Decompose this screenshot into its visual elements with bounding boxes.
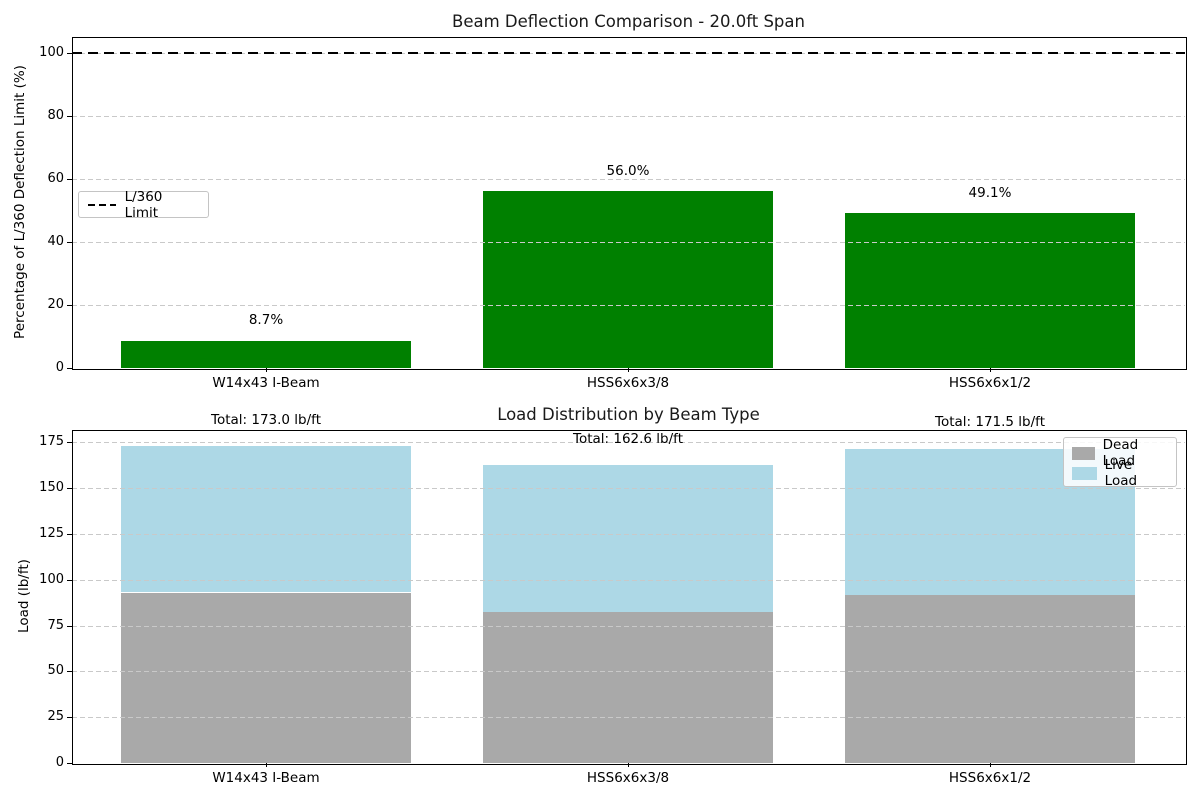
x-category-label-hss6x6x3-8: HSS6x6x3/8 [586, 770, 670, 786]
deflection-value-label: 8.7% [248, 311, 284, 328]
total-load-label: Total: 162.6 lb/ft [573, 430, 683, 447]
y-tick-mark [67, 625, 72, 627]
y-gridline [72, 533, 1185, 535]
y-tick-label: 80 [47, 107, 64, 123]
y-tick-mark [67, 52, 72, 54]
l360-limit-line [72, 51, 1185, 54]
y-gridline [72, 241, 1185, 243]
y-tick-mark [67, 671, 72, 673]
legend-row-live-load: Live Load [1072, 457, 1168, 489]
chart1-legend: L/360 Limit [78, 188, 209, 221]
legend-label-live-load: Live Load [1104, 457, 1138, 489]
dead-load-bar-hss6x6x1-2 [845, 595, 1135, 763]
y-tick-mark [67, 579, 72, 581]
y-gridline [72, 304, 1185, 306]
y-tick-mark [67, 442, 72, 444]
total-load-label: Total: 171.5 lb/ft [935, 414, 1045, 431]
x-category-label-hss6x6x1-2: HSS6x6x1/2 [948, 770, 1032, 786]
chart2-legend: Dead Load Live Load [1063, 437, 1177, 489]
y-tick-mark [67, 717, 72, 719]
x-category-label-hss6x6x3-8: HSS6x6x3/8 [586, 375, 670, 391]
y-gridline [72, 115, 1185, 117]
x-tick-mark [990, 763, 991, 767]
x-tick-mark [990, 368, 991, 372]
deflection-bar-w14x43-i-beam [121, 340, 411, 368]
y-gridline [72, 625, 1185, 627]
deflection-bar-hss6x6x3-8 [483, 191, 773, 368]
chart1-title: Beam Deflection Comparison - 20.0ft Span [452, 12, 805, 31]
y-tick-label: 175 [39, 434, 64, 450]
live-load-bar-hss6x6x3-8 [483, 464, 773, 612]
dead-load-bar-w14x43-i-beam [121, 592, 411, 763]
x-tick-mark [266, 763, 267, 767]
x-tick-mark [628, 368, 629, 372]
deflection-value-label: 49.1% [968, 184, 1012, 201]
y-tick-mark [67, 115, 72, 117]
dead-load-swatch [1072, 446, 1095, 460]
y-tick-label: 100 [39, 44, 64, 60]
x-category-label-w14x43-i-beam: W14x43 I-Beam [212, 375, 320, 391]
y-tick-label: 60 [47, 170, 64, 186]
y-gridline [72, 671, 1185, 673]
y-tick-mark [67, 241, 72, 243]
total-load-label: Total: 173.0 lb/ft [211, 411, 321, 428]
y-tick-label: 20 [47, 296, 64, 312]
y-tick-label: 40 [47, 233, 64, 249]
y-tick-mark [67, 368, 72, 369]
y-tick-label: 125 [39, 525, 64, 541]
live-load-bar-w14x43-i-beam [121, 445, 411, 593]
deflection-value-label: 56.0% [606, 162, 650, 179]
dead-load-bar-hss6x6x3-8 [483, 611, 773, 763]
y-gridline [72, 178, 1185, 180]
legend-label-dead-load: Dead Load [1102, 437, 1139, 469]
legend-label-limit: L/360 Limit [124, 188, 163, 221]
y-tick-label: 150 [39, 480, 64, 496]
y-gridline [72, 488, 1185, 490]
y-tick-label: 0 [55, 360, 64, 375]
y-gridline [72, 442, 1185, 444]
live-load-swatch [1072, 466, 1097, 480]
x-category-label-hss6x6x1-2: HSS6x6x1/2 [948, 375, 1032, 391]
y-tick-label: 25 [47, 709, 64, 725]
x-tick-mark [628, 763, 629, 767]
y-tick-label: 75 [47, 617, 64, 633]
y-tick-mark [67, 763, 72, 764]
chart2-title: Load Distribution by Beam Type [497, 405, 760, 424]
y-tick-mark [67, 178, 72, 180]
y-tick-mark [67, 304, 72, 306]
dashed-line-swatch [88, 203, 116, 206]
deflection-bar-hss6x6x1-2 [845, 213, 1135, 368]
legend-row-dead-load: Dead Load [1072, 437, 1168, 469]
y-gridline [72, 717, 1185, 719]
y-tick-mark [67, 488, 72, 490]
y-tick-label: 0 [55, 755, 64, 770]
y-tick-label: 100 [39, 571, 64, 587]
y-tick-label: 50 [47, 663, 64, 679]
y-tick-mark [67, 533, 72, 535]
x-category-label-w14x43-i-beam: W14x43 I-Beam [212, 770, 320, 786]
y-gridline [72, 579, 1185, 581]
x-tick-mark [266, 368, 267, 372]
